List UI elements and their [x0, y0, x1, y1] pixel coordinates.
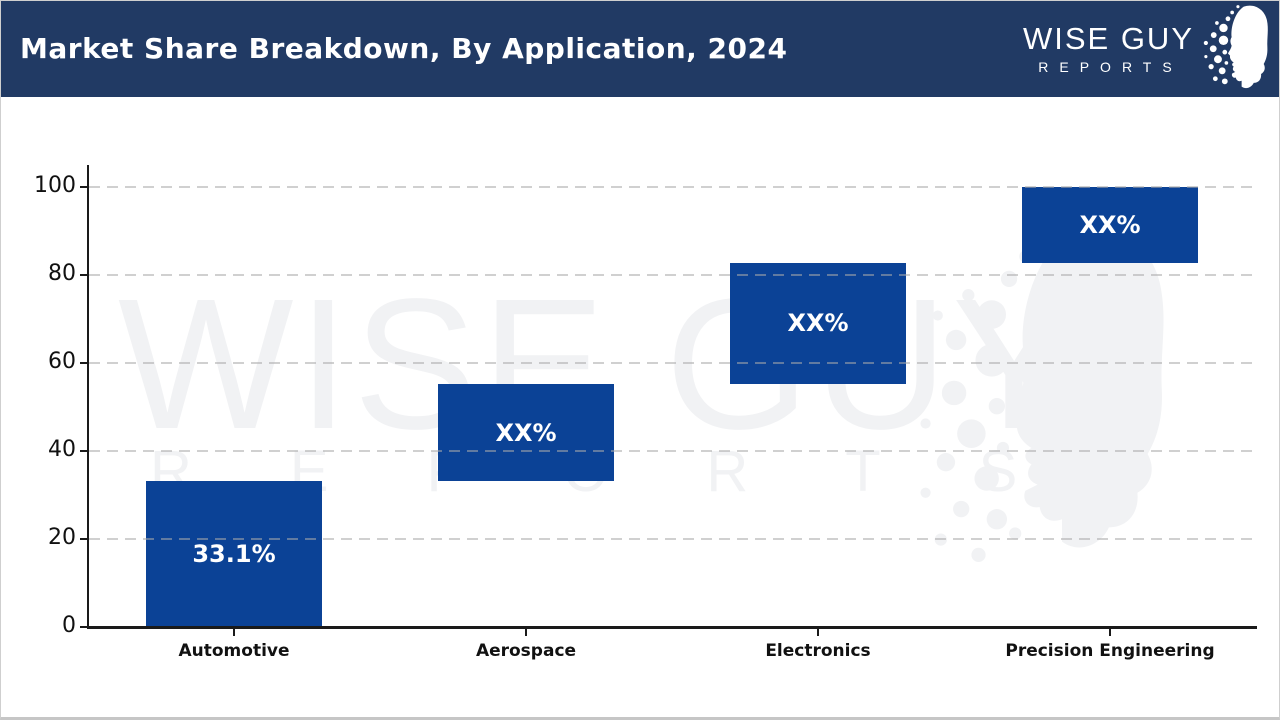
- bar-value-label: XX%: [495, 418, 557, 447]
- y-tick: [80, 362, 88, 364]
- x-tick: [233, 629, 235, 636]
- x-tick: [525, 629, 527, 636]
- logo-reports-text: REPORTS: [1038, 59, 1183, 75]
- category-label: Precision Engineering: [1005, 641, 1215, 661]
- category-label: Electronics: [765, 641, 871, 661]
- header-bar: Market Share Breakdown, By Application, …: [0, 0, 1280, 97]
- y-tick: [80, 626, 88, 628]
- brand-logo: WISE GUY REPORTS: [1023, 0, 1270, 97]
- y-tick-label: 20: [48, 525, 76, 550]
- x-tick: [817, 629, 819, 636]
- bar-automotive: 33.1%: [146, 481, 322, 627]
- x-tick: [1109, 629, 1111, 636]
- y-tick-label: 0: [62, 613, 76, 638]
- logo-head-icon: [1203, 4, 1268, 88]
- gridline: [89, 274, 1256, 276]
- y-tick-label: 40: [48, 437, 76, 462]
- gridline: [89, 362, 1256, 364]
- gridline: [89, 450, 1256, 452]
- y-tick-label: 60: [48, 349, 76, 374]
- bar-precision-engineering: XX%: [1022, 187, 1198, 263]
- y-tick: [80, 538, 88, 540]
- category-label: Aerospace: [475, 641, 577, 661]
- x-axis-line: [87, 626, 1257, 629]
- bar-value-label: XX%: [1079, 210, 1141, 239]
- y-tick: [80, 186, 88, 188]
- category-label: Automotive: [178, 641, 290, 661]
- page-title: Market Share Breakdown, By Application, …: [20, 32, 788, 65]
- bar-electronics: XX%: [730, 262, 906, 385]
- bar-aerospace: XX%: [438, 384, 614, 482]
- watermark-head-logo: [918, 227, 1164, 563]
- y-tick-label: 100: [34, 173, 76, 198]
- logo-brand-text: WISE GUY: [1022, 21, 1194, 56]
- gridline: [89, 186, 1256, 188]
- bar-value-label: 33.1%: [192, 540, 276, 569]
- gridline: [89, 538, 1256, 540]
- bar-value-label: XX%: [787, 309, 849, 338]
- y-tick-label: 80: [48, 261, 76, 286]
- y-tick: [80, 274, 88, 276]
- y-tick: [80, 450, 88, 452]
- y-axis-line: [87, 165, 89, 627]
